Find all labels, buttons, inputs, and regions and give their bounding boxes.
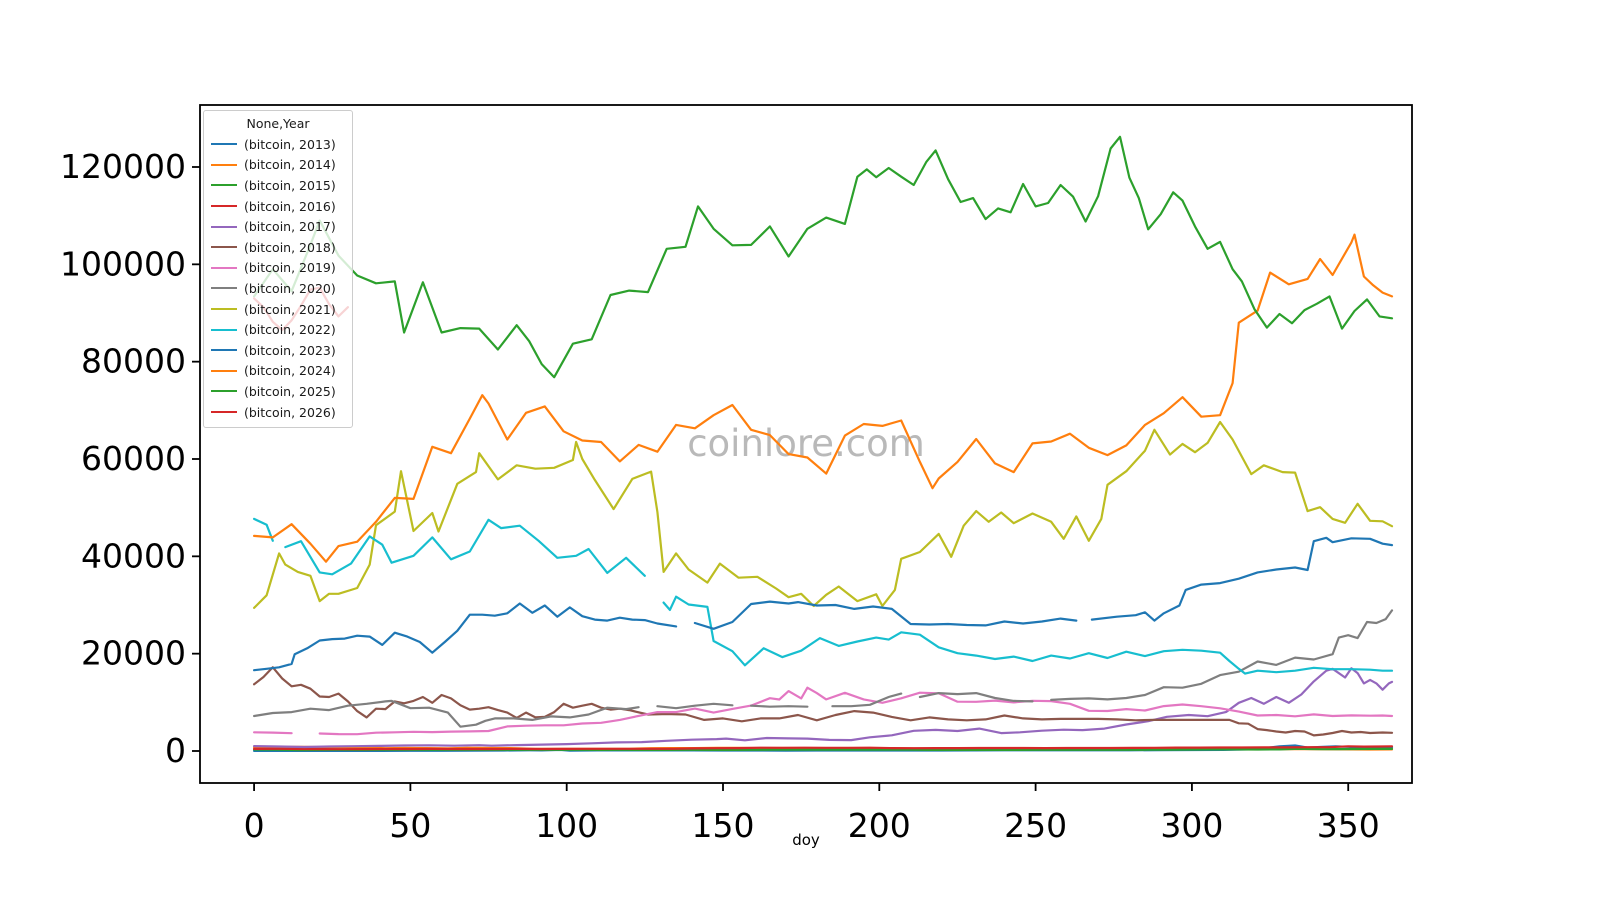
legend-item-label: (bitcoin, 2016) (244, 198, 336, 214)
y-tick-label: 40000 (81, 536, 186, 575)
legend-item-label: (bitcoin, 2024) (244, 363, 336, 379)
legend-item-label: (bitcoin, 2018) (244, 239, 336, 255)
series-line-bitcoin-2016 (253, 745, 1394, 751)
legend-line-swatch (211, 184, 237, 187)
y-tick-label: 60000 (81, 439, 186, 478)
legend-item: (bitcoin, 2016) (209, 196, 347, 217)
plot-border (199, 104, 1413, 784)
legend-item-label: (bitcoin, 2017) (244, 219, 336, 235)
legend-item: (bitcoin, 2021) (209, 299, 347, 320)
series-line-bitcoin-2025 (253, 135, 1394, 379)
legend-line-swatch (211, 390, 237, 393)
x-tick-label: 150 (692, 806, 755, 845)
legend-item: (bitcoin, 2020) (209, 278, 347, 299)
legend-item: (bitcoin, 2019) (209, 258, 347, 279)
legend-item-label: (bitcoin, 2022) (244, 322, 336, 338)
series-line-bitcoin-2017 (253, 667, 1394, 749)
legend-item: (bitcoin, 2014) (209, 155, 347, 176)
legend-line-swatch (211, 266, 237, 269)
x-tick-label: 200 (848, 806, 911, 845)
x-tick-label: 350 (1317, 806, 1380, 845)
x-tick-label: 300 (1160, 806, 1223, 845)
x-tick-label: 50 (389, 806, 431, 845)
axes-layer: 0 50 100 150 200 250 300 350 0 20000 40000 60000 800… (60, 104, 1413, 845)
series-line-bitcoin-2022 (253, 517, 1394, 675)
legend-line-swatch (211, 411, 237, 414)
legend-item-label: (bitcoin, 2019) (244, 260, 336, 276)
legend-title: None,Year (246, 116, 310, 131)
x-tick-label: 100 (535, 806, 598, 845)
series-line-bitcoin-2020 (253, 609, 1394, 728)
x-tick-label: 0 (244, 806, 265, 845)
legend-item: (bitcoin, 2015) (209, 175, 347, 196)
legend-item-label: (bitcoin, 2023) (244, 342, 336, 358)
legend-item: (bitcoin, 2023) (209, 340, 347, 361)
legend-item: (bitcoin, 2026) (209, 402, 347, 423)
legend-item: (bitcoin, 2022) (209, 319, 347, 340)
legend-item-label: (bitcoin, 2013) (244, 136, 336, 152)
legend-line-swatch (211, 163, 237, 166)
x-tick-label: 250 (1004, 806, 1067, 845)
legend-item: (bitcoin, 2024) (209, 361, 347, 382)
legend-item: (bitcoin, 2017) (209, 216, 347, 237)
legend-line-swatch (211, 328, 237, 331)
series-line-bitcoin-2023 (253, 536, 1394, 672)
legend-line-swatch (211, 308, 237, 311)
legend-item-label: (bitcoin, 2021) (244, 301, 336, 317)
legend-item-label: (bitcoin, 2025) (244, 383, 336, 399)
y-tick-label: 80000 (81, 342, 186, 381)
legend-line-swatch (211, 246, 237, 249)
legend-item-label: (bitcoin, 2020) (244, 280, 336, 296)
legend-item: (bitcoin, 2013) (209, 134, 347, 155)
y-tick-label: 120000 (60, 147, 186, 186)
y-tick-label: 0 (165, 731, 186, 770)
series-line-bitcoin-2021 (253, 420, 1394, 609)
y-tick-label: 100000 (60, 244, 186, 283)
legend-item-label: (bitcoin, 2015) (244, 177, 336, 193)
series-line-bitcoin-2019 (253, 686, 1394, 736)
legend-line-swatch (211, 225, 237, 228)
legend-item-label: (bitcoin, 2026) (244, 404, 336, 420)
legend-item: (bitcoin, 2025) (209, 381, 347, 402)
legend-line-swatch (211, 205, 237, 208)
legend-item: (bitcoin, 2018) (209, 237, 347, 258)
legend-line-swatch (211, 369, 237, 372)
legend: None,Year (bitcoin, 2013) (bitcoin, 2014)… (203, 110, 353, 429)
legend-line-swatch (211, 349, 237, 352)
x-axis-label: doy (792, 831, 820, 849)
legend-item-label: (bitcoin, 2014) (244, 157, 336, 173)
legend-line-swatch (211, 287, 237, 290)
series-line-bitcoin-2018 (253, 666, 1394, 737)
y-tick-label: 20000 (81, 634, 186, 673)
legend-line-swatch (211, 143, 237, 146)
watermark-text: coinlore.com (687, 422, 925, 465)
series-line-bitcoin-2024 (253, 233, 1394, 563)
